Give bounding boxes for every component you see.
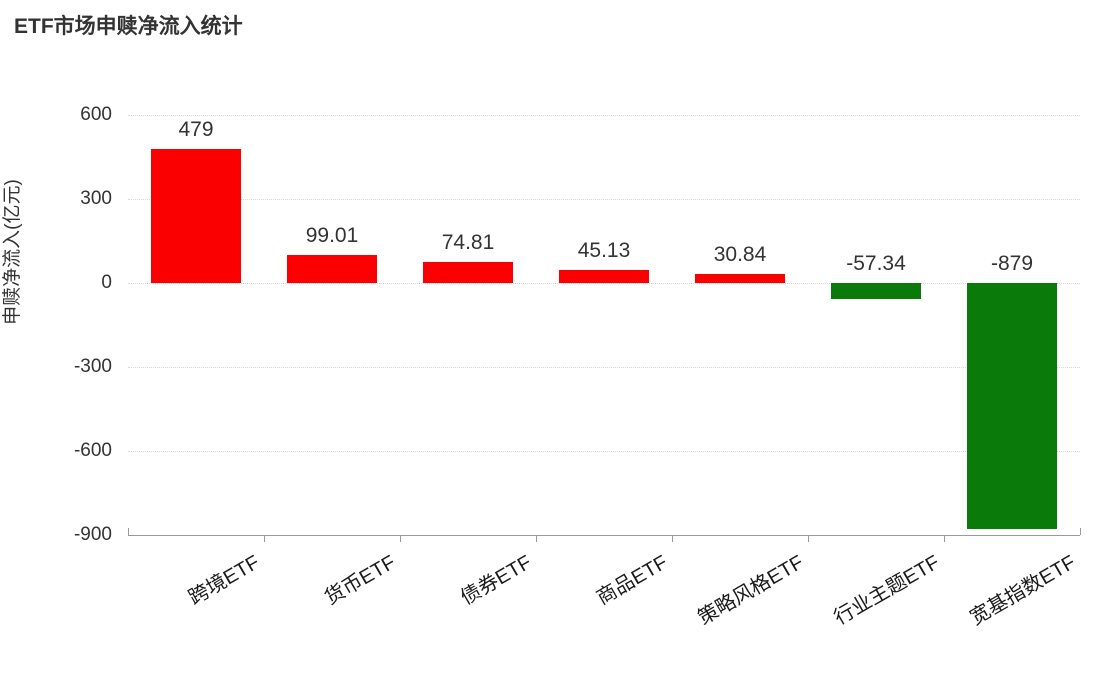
bar[interactable] (287, 255, 377, 283)
x-axis-end-tick (1080, 528, 1081, 535)
x-axis-end-tick (128, 528, 129, 535)
x-axis-tick (400, 535, 401, 542)
bar[interactable] (151, 148, 241, 283)
bar[interactable] (967, 283, 1057, 530)
x-axis-tick (808, 535, 809, 542)
gridline (128, 115, 1080, 116)
plot-area: 479 99.01 74.81 45.13 30.84 -57.34 -879 (128, 115, 1080, 535)
gridline (128, 451, 1080, 452)
x-axis-tick (264, 535, 265, 542)
bar-value-label: -57.34 (846, 252, 906, 275)
etf-net-flow-bar-chart: ETF市场申赎净流入统计 申赎净流入(亿元) 600 300 0 -300 -600 -9… (2, 15, 1081, 629)
x-axis-tick (944, 535, 945, 542)
y-axis-tick-label: -300 (73, 356, 112, 377)
bar-value-label: -879 (990, 252, 1034, 275)
y-axis-tick-label: -600 (73, 440, 112, 461)
gridline (128, 199, 1080, 200)
gridline (128, 283, 1080, 284)
y-axis-title: 申赎净流入(亿元) (2, 179, 23, 325)
x-axis-line (128, 535, 1080, 536)
bar-value-label: 74.81 (441, 231, 495, 255)
y-axis-tick-label: 300 (80, 188, 112, 209)
bar-value-label: 30.84 (713, 243, 767, 267)
gridline (128, 367, 1080, 368)
x-axis-tick (672, 535, 673, 542)
bar[interactable] (831, 283, 921, 300)
y-axis-tick-label: -900 (73, 524, 112, 545)
bar[interactable] (695, 274, 785, 283)
chart-title: ETF市场申赎净流入统计 (14, 15, 243, 38)
bar[interactable] (423, 262, 513, 283)
y-axis-tick-label: 600 (80, 104, 112, 125)
y-axis-tick-label: 0 (101, 272, 112, 293)
bar-value-label: 99.01 (305, 224, 359, 248)
bar-value-label: 479 (178, 117, 214, 141)
x-axis-tick (536, 535, 537, 542)
bar[interactable] (559, 270, 649, 283)
bar-value-label: 45.13 (577, 239, 631, 263)
